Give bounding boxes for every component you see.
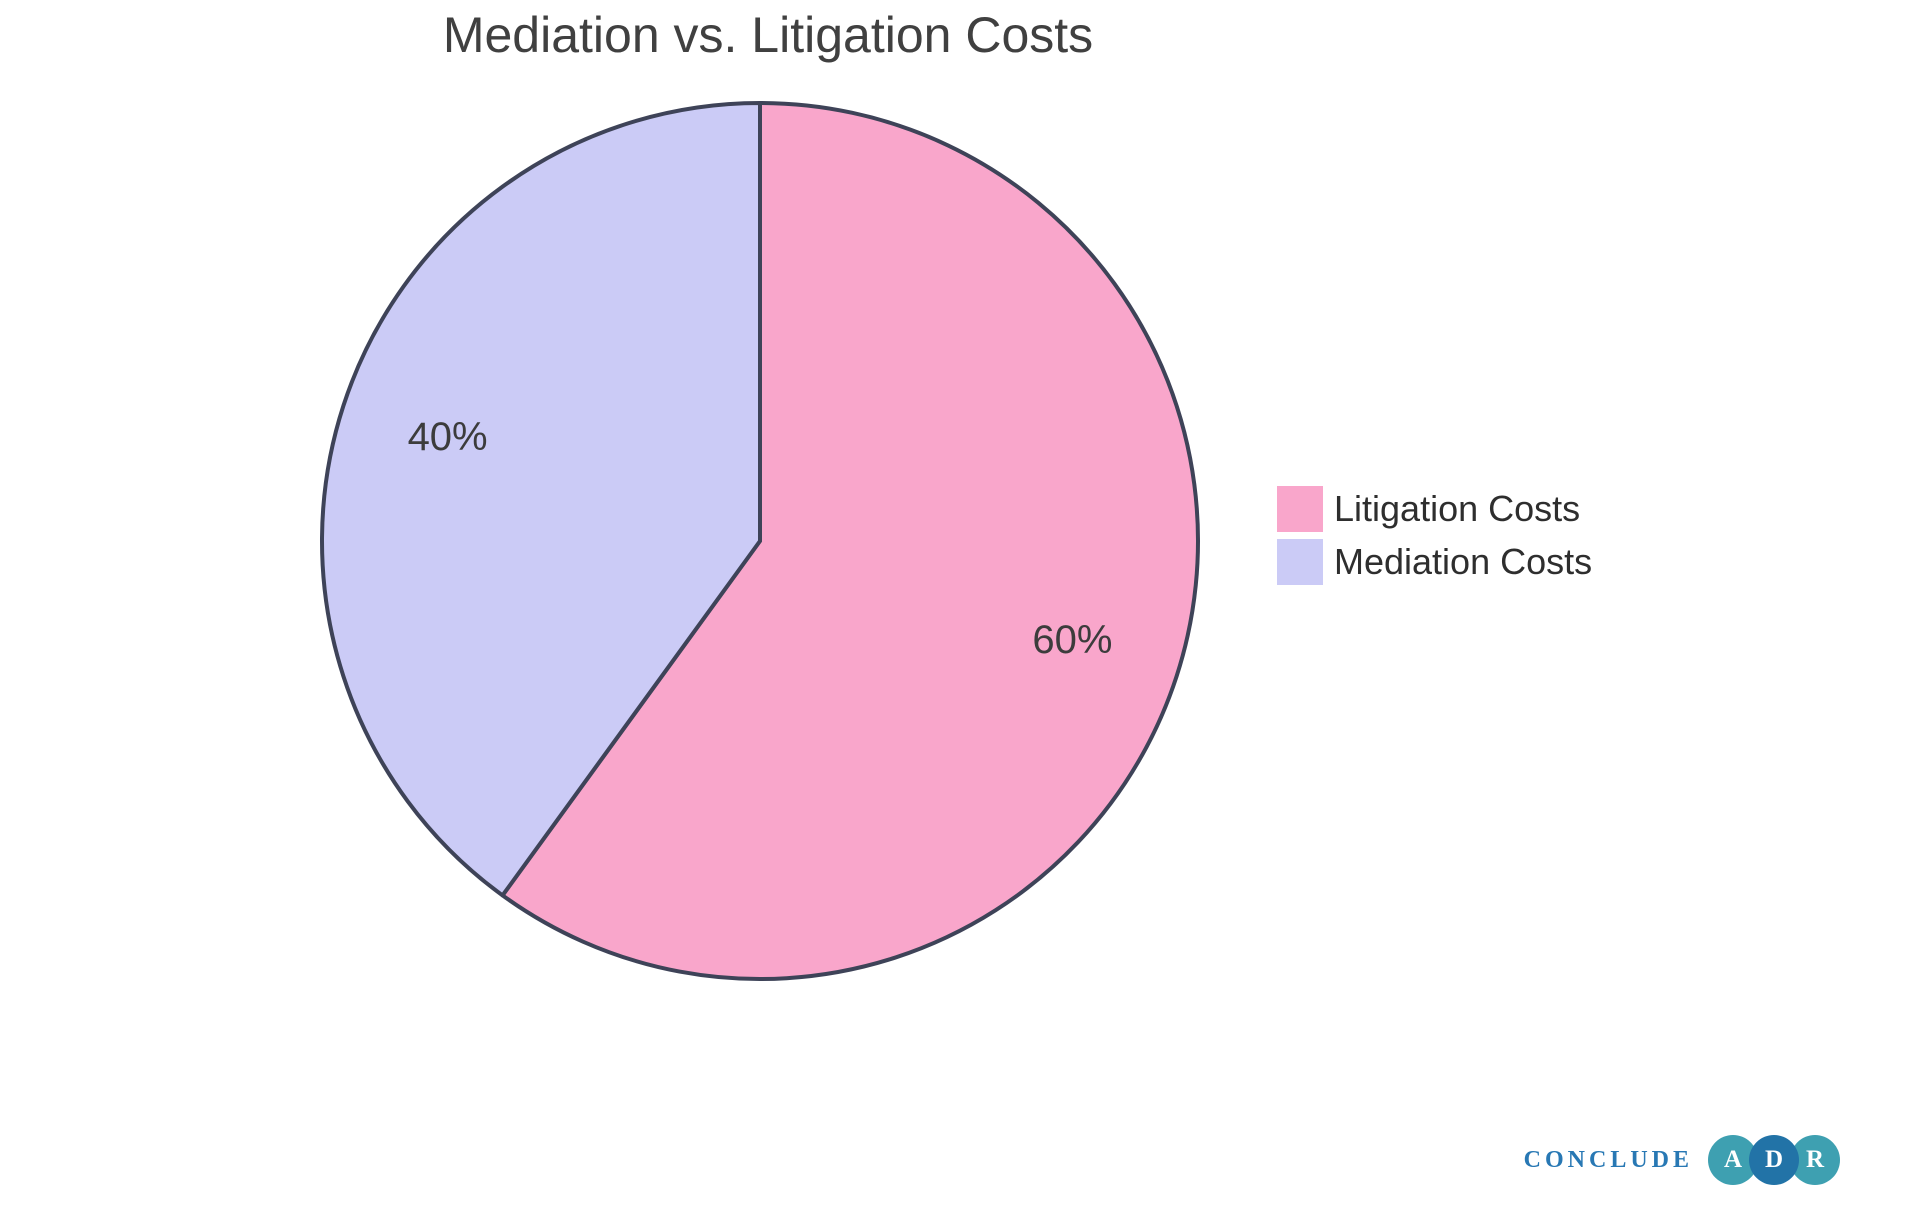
legend-swatch-litigation-costs (1277, 486, 1323, 532)
pie-slice-litigation-costs (500, 101, 1200, 981)
legend-label-litigation-costs: Litigation Costs (1334, 488, 1581, 529)
brand-badges: A D R (1708, 1135, 1840, 1185)
pie-label-mediation-costs: 40% (408, 415, 488, 459)
watermark-logo: CONCLUDE A D R (1524, 1135, 1840, 1185)
chart-title: Mediation vs. Litigation Costs (442, 7, 1094, 63)
badge-d-icon: D (1749, 1135, 1799, 1185)
legend-item-litigation-costs: Litigation Costs (1277, 486, 1592, 532)
legend-swatch-mediation-costs (1277, 539, 1323, 585)
legend: Litigation Costs Mediation Costs (1277, 486, 1592, 585)
brand-wordmark: CONCLUDE (1523, 1146, 1693, 1173)
pie-label-litigation-costs: 60% (1032, 618, 1112, 662)
legend-item-mediation-costs: Mediation Costs (1277, 539, 1592, 585)
pie-slice-mediation-costs (319, 101, 762, 898)
legend-label-mediation-costs: Mediation Costs (1334, 541, 1593, 582)
